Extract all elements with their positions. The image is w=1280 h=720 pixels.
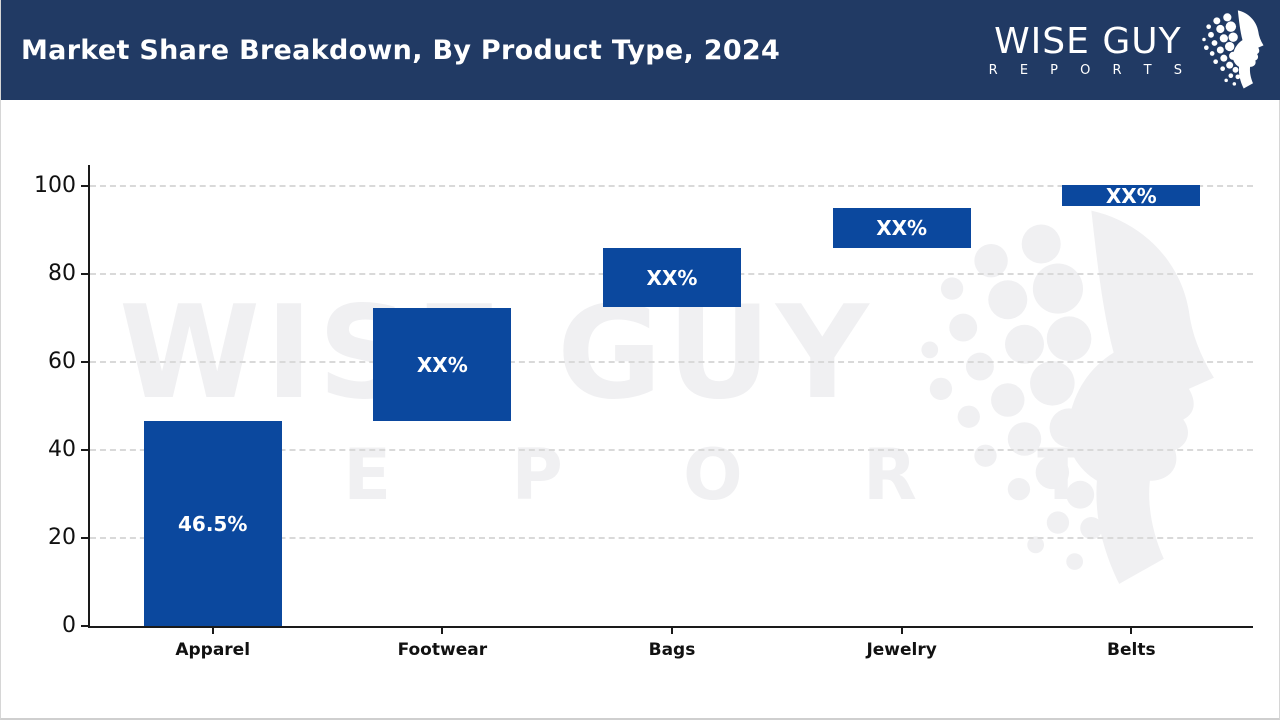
header: Market Share Breakdown, By Product Type,… — [1, 0, 1280, 100]
bar-apparel: 46.5% — [143, 421, 282, 626]
y-tick-label: 0 — [62, 613, 76, 638]
gridline-40 — [90, 449, 1253, 451]
x-category-label: Belts — [1107, 640, 1156, 660]
y-tickmark — [81, 361, 90, 363]
y-tickmark — [81, 185, 90, 187]
y-tick-label: 60 — [48, 349, 76, 374]
waterfall-chart: 0 20 40 60 80 100 Apparel 46.5% Footwear XX% Bags X… — [1, 100, 1280, 720]
x-category-label: Apparel — [175, 640, 251, 660]
logo-wordmark: WISE GUY — [994, 20, 1182, 62]
wiseguy-head-icon — [1197, 9, 1267, 91]
gridline-60 — [90, 361, 1253, 363]
y-tick-label: 20 — [48, 525, 76, 550]
y-tickmark — [81, 537, 90, 539]
y-tickmark — [81, 449, 90, 451]
y-tickmark — [81, 273, 90, 275]
x-category-label: Footwear — [397, 640, 488, 660]
y-tick-label: 80 — [48, 261, 76, 286]
bar-label: XX% — [1105, 183, 1157, 208]
x-tickmark — [671, 626, 673, 634]
y-axis — [88, 165, 90, 628]
x-category-label: Bags — [648, 640, 696, 660]
bar-label: XX% — [876, 215, 928, 240]
x-category-label: Jewelry — [866, 640, 937, 660]
x-tickmark — [900, 626, 903, 634]
logo-subtitle: R E P O R T S — [988, 62, 1191, 78]
bar-label: XX% — [646, 265, 698, 290]
x-tickmark — [441, 626, 444, 634]
wiseguy-logo-text: WISE GUY R E P O R T S — [985, 20, 1191, 78]
gridline-100 — [90, 185, 1253, 187]
chart-area: WISE GUY R E P O R T S 020406080100Appar… — [1, 100, 1280, 720]
bar-belts: XX% — [1062, 183, 1201, 208]
bar-footwear: XX% — [373, 307, 512, 422]
page-title: Market Share Breakdown, By Product Type,… — [21, 34, 781, 66]
bar-label: 46.5% — [177, 511, 248, 536]
y-tick-label: 40 — [48, 437, 76, 462]
bar-label: XX% — [416, 352, 468, 377]
y-tickmark — [81, 625, 90, 627]
bar-bags: XX% — [603, 248, 741, 307]
bar-jewelry: XX% — [832, 207, 971, 248]
gridline-20 — [90, 537, 1253, 539]
watermark-subtitle: R E P O R T S — [169, 434, 1134, 580]
x-tickmark — [211, 626, 214, 634]
x-tickmark — [1130, 626, 1133, 634]
x-axis — [88, 626, 1253, 628]
wiseguy-logo: WISE GUY R E P O R T S — [985, 9, 1267, 91]
y-tick-label: 100 — [34, 173, 76, 198]
